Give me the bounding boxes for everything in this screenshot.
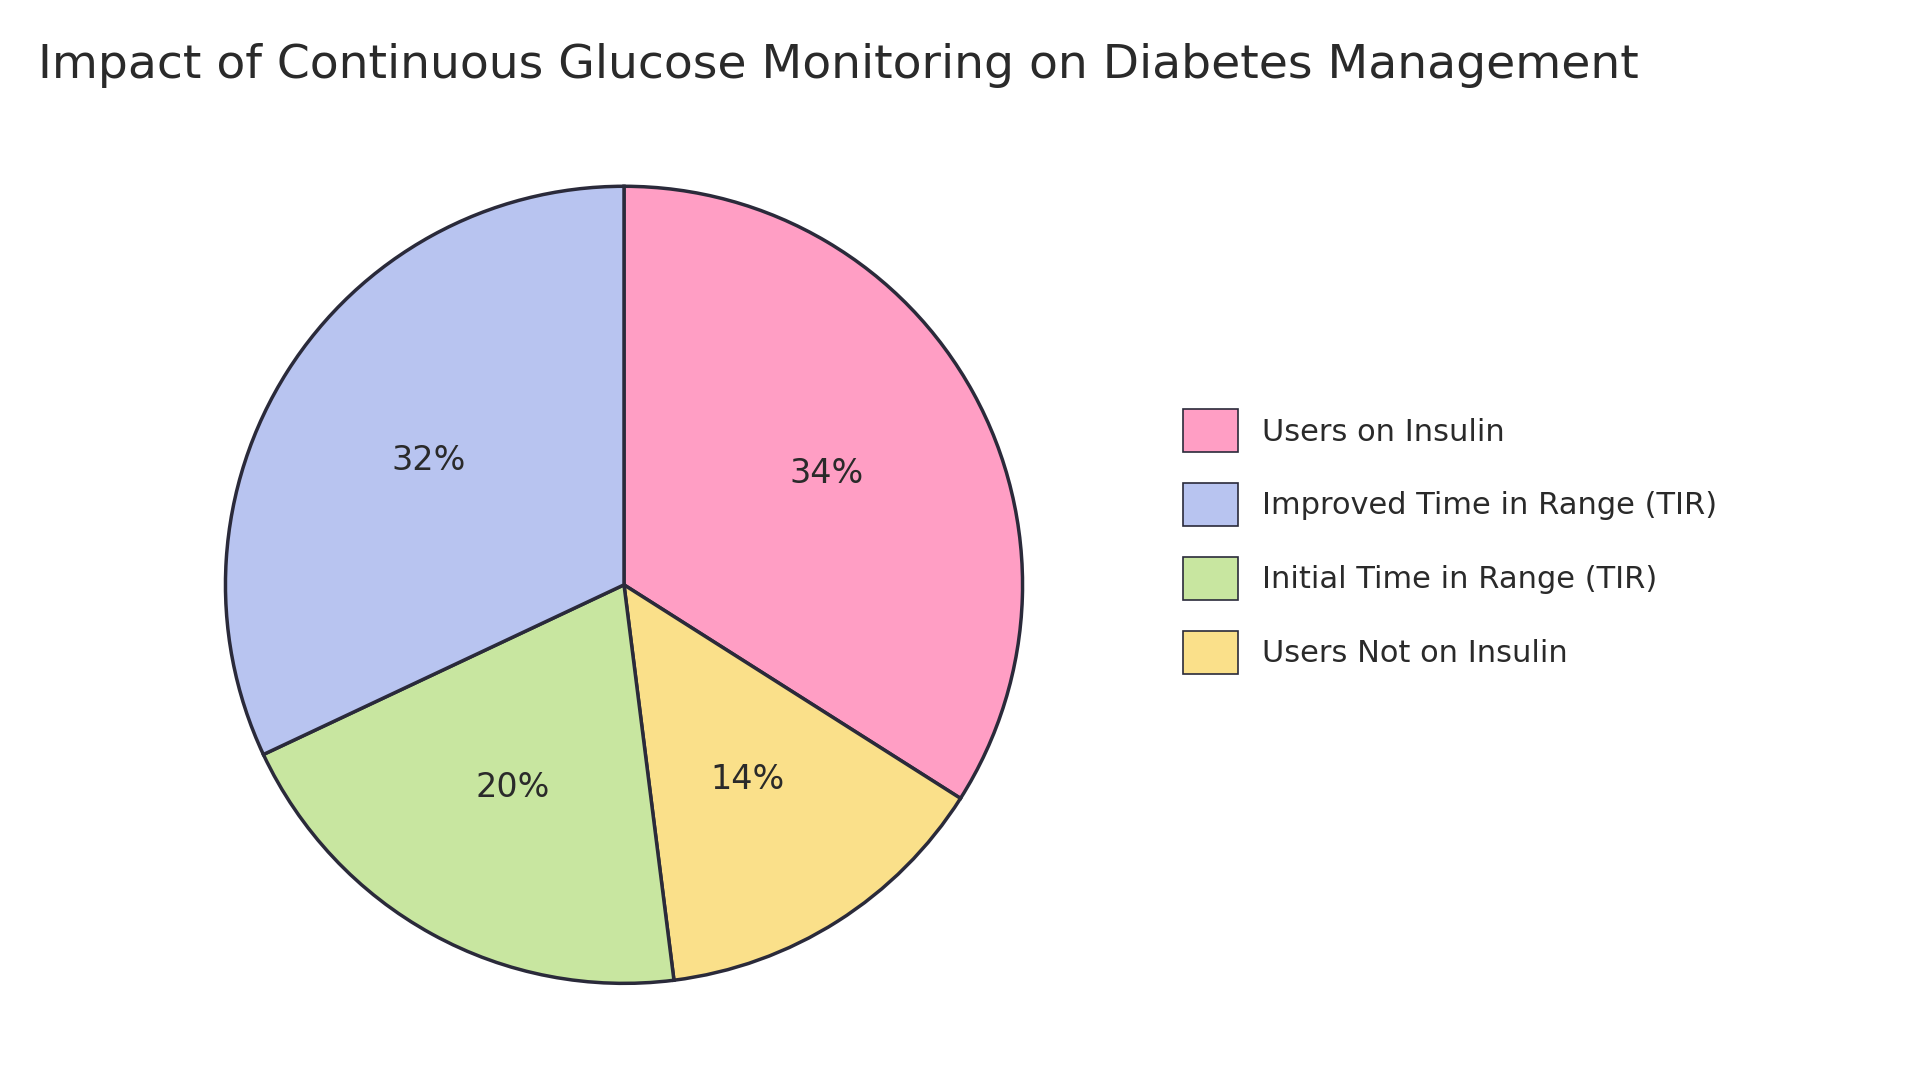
Text: 20%: 20% — [476, 771, 549, 804]
Text: 34%: 34% — [789, 457, 864, 490]
Text: Impact of Continuous Glucose Monitoring on Diabetes Management: Impact of Continuous Glucose Monitoring … — [38, 43, 1640, 89]
Wedge shape — [225, 186, 624, 755]
Wedge shape — [624, 186, 1023, 798]
Text: 14%: 14% — [710, 764, 785, 796]
Wedge shape — [624, 585, 960, 980]
Text: 32%: 32% — [392, 444, 467, 478]
Legend: Users on Insulin, Improved Time in Range (TIR), Initial Time in Range (TIR), Use: Users on Insulin, Improved Time in Range… — [1167, 394, 1732, 689]
Wedge shape — [263, 585, 674, 983]
